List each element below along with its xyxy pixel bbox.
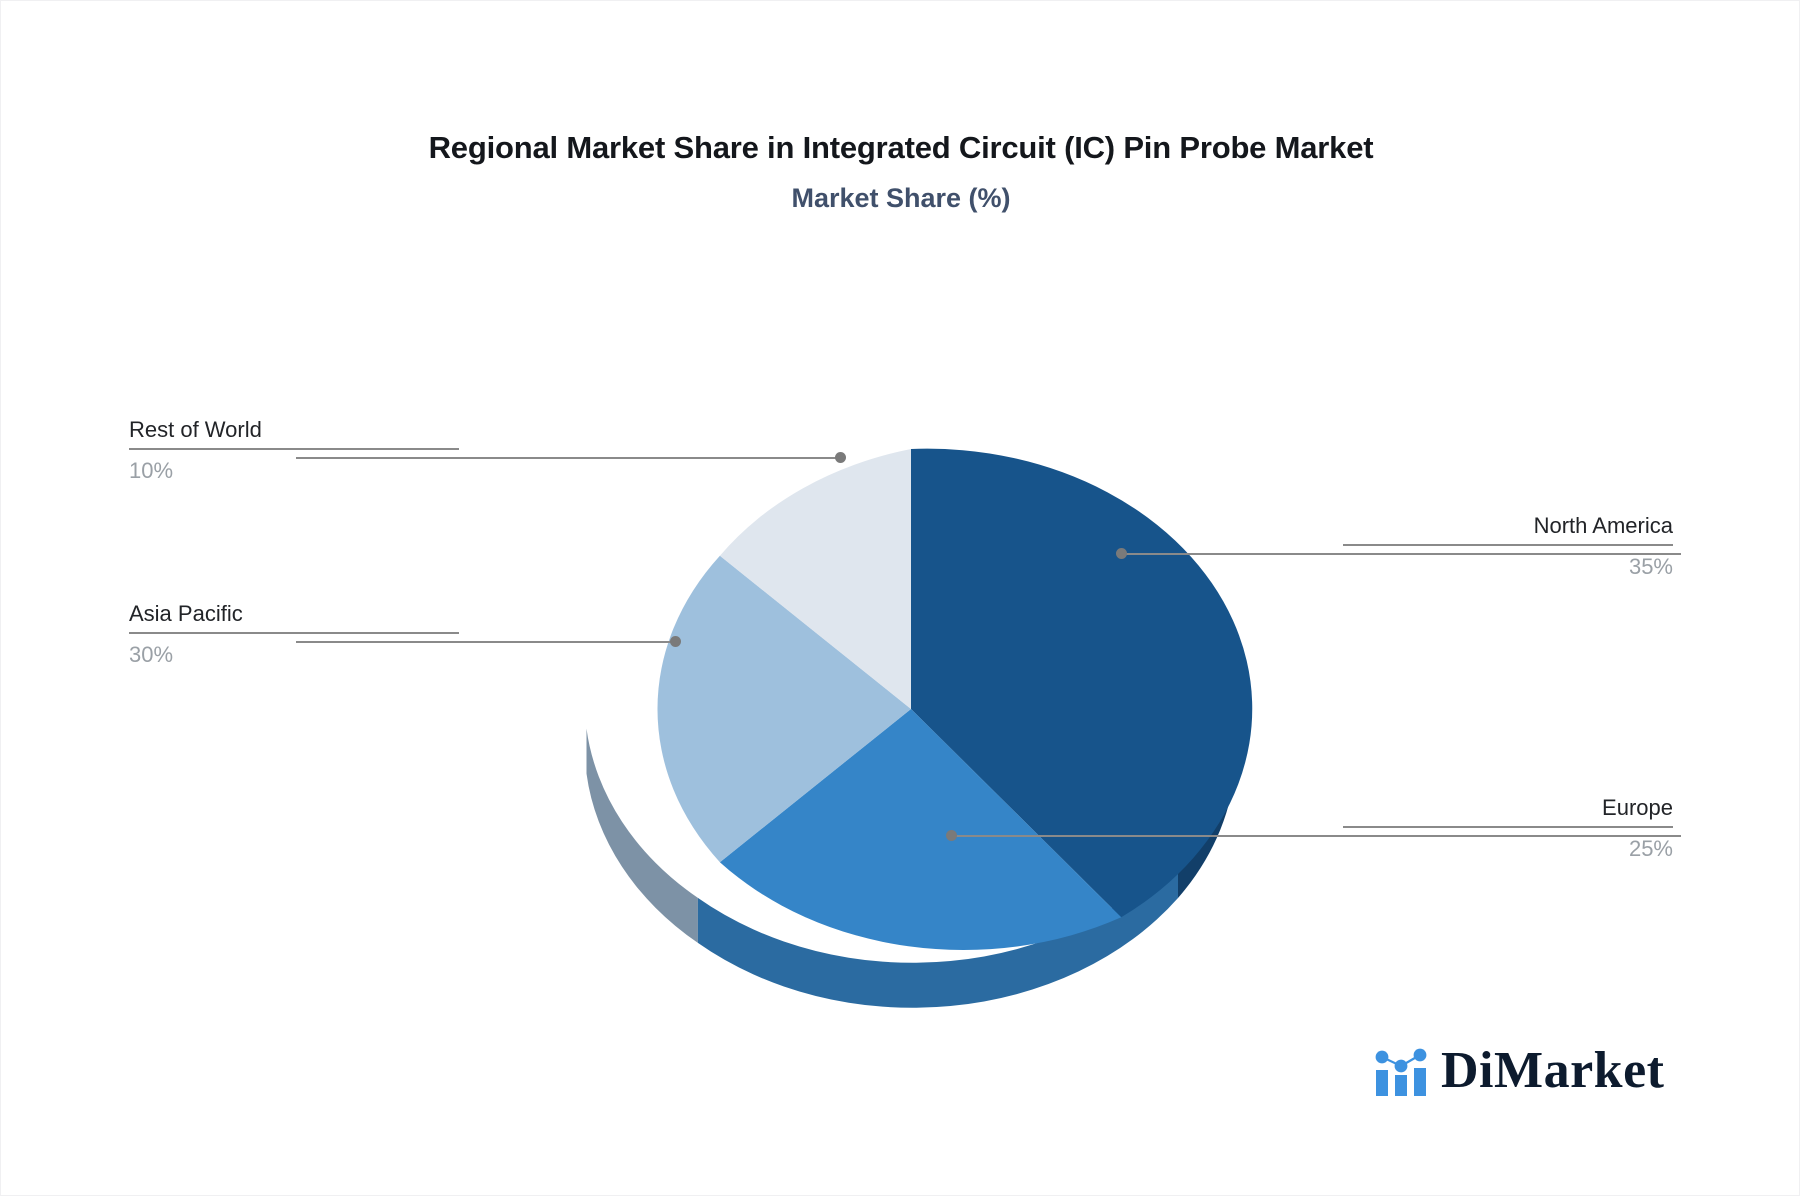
pie-slice-side-europe: [697, 853, 1178, 1008]
callout-rule-asia-pacific: [129, 632, 459, 634]
leader-line-asia-pacific: [296, 641, 676, 643]
title-block: Regional Market Share in Integrated Circ…: [1, 129, 1800, 215]
callout-rule-rest-of-world: [129, 448, 459, 450]
chart-subtitle: Market Share (%): [791, 183, 1011, 213]
callout-value-europe: 25%: [1628, 836, 1673, 861]
leader-line-europe: [951, 835, 1681, 837]
leader-dot-north-america: [1116, 548, 1127, 559]
pie-slice-north-america: [911, 448, 1253, 918]
callout-label-asia-pacific: Asia Pacific: [129, 601, 243, 626]
leader-dot-rest-of-world: [835, 452, 846, 463]
pie-slice-side-asia-pacific: [586, 728, 698, 943]
leader-dot-asia-pacific: [670, 636, 681, 647]
logo-wordmark: DiMarket: [1441, 1042, 1665, 1099]
leader-line-rest-of-world: [296, 457, 841, 459]
callout-value-asia-pacific: 30%: [129, 642, 174, 667]
callout-rest-of-world: Rest of World 10%: [129, 415, 459, 486]
pie-slice-asia-pacific: [657, 555, 911, 863]
callout-rule-europe: [1343, 826, 1673, 828]
pie-slice-europe: [719, 709, 1122, 951]
callout-north-america: North America 35%: [1343, 511, 1673, 582]
leader-dot-europe: [946, 830, 957, 841]
pie-slice-rest-of-world: [719, 449, 911, 709]
callout-label-rest-of-world: Rest of World: [129, 417, 262, 442]
dimarket-logo: DiMarket: [1373, 1043, 1664, 1099]
chart-title: Regional Market Share in Integrated Circ…: [428, 130, 1374, 165]
callout-rule-north-america: [1343, 544, 1673, 546]
pie-slice-side-north-america: [1178, 709, 1236, 898]
leader-line-north-america: [1121, 553, 1681, 555]
callout-value-north-america: 35%: [1628, 554, 1673, 579]
callout-label-europe: Europe: [1602, 795, 1673, 820]
callout-europe: Europe 25%: [1343, 793, 1673, 864]
callout-asia-pacific: Asia Pacific 30%: [129, 599, 459, 670]
bar-chart-logo-icon: [1375, 1048, 1427, 1096]
callout-value-rest-of-world: 10%: [129, 458, 174, 483]
callout-label-north-america: North America: [1533, 513, 1673, 538]
